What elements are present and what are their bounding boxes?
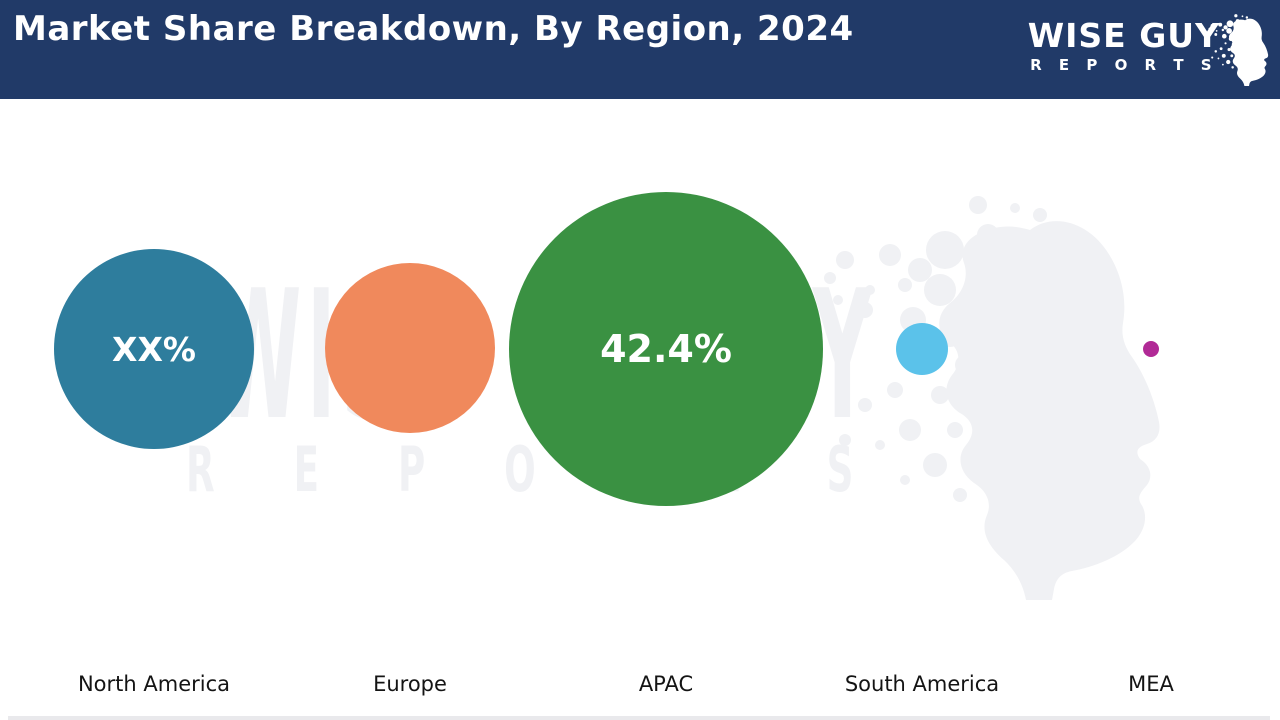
bubble-europe (325, 263, 495, 433)
category-label-south-america: South America (844, 672, 1000, 696)
brand-logo: WISE GUY R E P O R T S (1028, 6, 1270, 86)
bubble-south-america (896, 323, 948, 375)
bubble-apac: 42.4% (509, 192, 823, 506)
category-label-europe: Europe (373, 672, 447, 696)
bubble-value-label: 42.4% (600, 327, 732, 371)
category-label-mea: MEA (1128, 672, 1174, 696)
brand-logo-text: WISE GUY R E P O R T S (1027, 16, 1220, 74)
header-bar: Market Share Breakdown, By Region, 2024 … (0, 0, 1280, 99)
watermark-head-icon (824, 196, 1160, 600)
category-label-apac: APAC (638, 672, 694, 696)
bottom-divider (8, 716, 1270, 720)
logo-wordmark: WISE GUY (1027, 16, 1220, 56)
bubble-mea (1143, 341, 1159, 357)
logo-subtext: R E P O R T S (1030, 55, 1218, 74)
category-label-north-america: North America (77, 672, 231, 696)
bubble-value-label: XX% (112, 329, 196, 369)
bubble-north-america: XX% (54, 249, 254, 449)
page-title: Market Share Breakdown, By Region, 2024 (13, 9, 854, 49)
wiseguy-head-icon (1208, 14, 1269, 86)
